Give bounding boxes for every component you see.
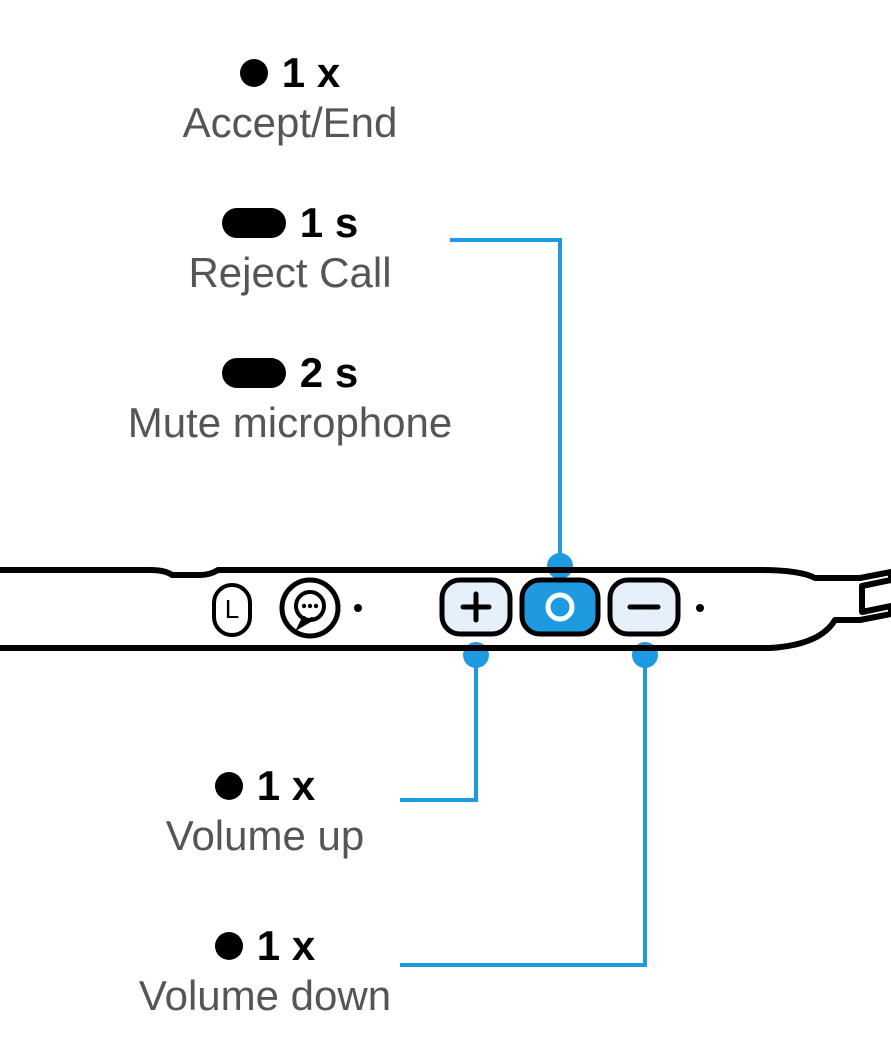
l-indicator: L [214, 585, 250, 635]
minus-button-icon [610, 580, 678, 634]
label-text: Accept/End [130, 102, 450, 144]
press-count: 1 x [282, 52, 340, 94]
led-dot-left [354, 604, 362, 612]
press-hold-icon [222, 208, 286, 238]
label-volume-up: 1 x Volume up [115, 765, 415, 857]
press-dot-icon [215, 772, 243, 800]
control-button-group [442, 580, 678, 634]
label-volume-down: 1 x Volume down [95, 925, 435, 1017]
press-dot-icon [215, 932, 243, 960]
press-count: 1 x [257, 925, 315, 967]
label-text: Reject Call [130, 252, 450, 294]
assistant-button-icon [282, 580, 338, 636]
device-svg: L [0, 0, 891, 1038]
label-mute-mic: 2 s Mute microphone [70, 352, 510, 444]
center-button-icon [522, 580, 598, 634]
press-dot-icon [240, 59, 268, 87]
label-accept-end: 1 x Accept/End [130, 52, 450, 144]
press-count: 2 s [300, 352, 358, 394]
svg-text:L: L [225, 594, 239, 624]
label-text: Mute microphone [70, 402, 510, 444]
leader-minus [400, 642, 658, 965]
label-text: Volume up [115, 815, 415, 857]
label-reject-call: 1 s Reject Call [130, 202, 450, 294]
plus-button-icon [442, 580, 510, 634]
press-count: 1 s [300, 202, 358, 244]
led-dot-right [696, 604, 704, 612]
label-text: Volume down [95, 975, 435, 1017]
press-hold-icon [222, 358, 286, 388]
press-count: 1 x [257, 765, 315, 807]
diagram-stage: L [0, 0, 891, 1038]
